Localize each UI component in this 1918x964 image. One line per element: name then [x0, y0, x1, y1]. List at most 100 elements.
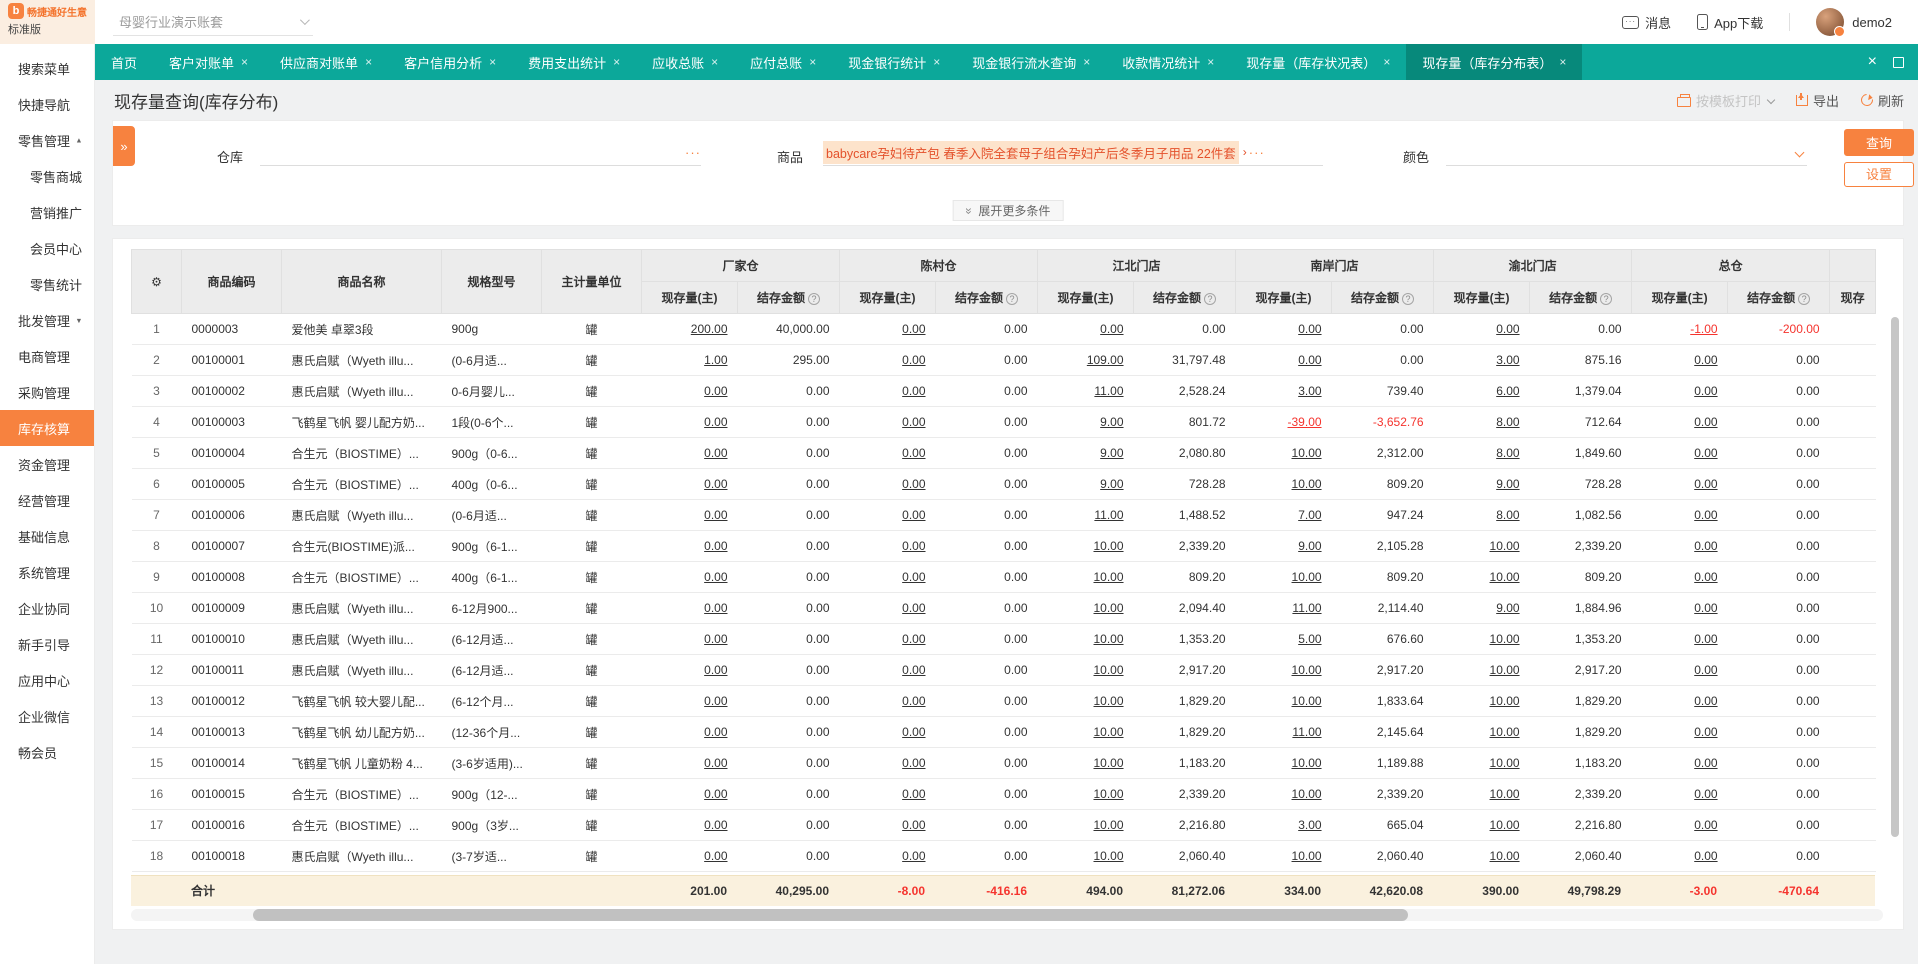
- sidebar-item-11[interactable]: 库存核算: [0, 410, 94, 446]
- qty-link[interactable]: 9.00: [1100, 415, 1124, 429]
- qty-link[interactable]: 0.00: [902, 477, 926, 491]
- qty-link[interactable]: 10.00: [1489, 818, 1520, 832]
- qty-link[interactable]: 10.00: [1291, 756, 1322, 770]
- tab-6[interactable]: 应收总账 ×: [636, 44, 734, 80]
- qty-link[interactable]: 0.00: [1694, 415, 1718, 429]
- qty-link[interactable]: 10.00: [1489, 849, 1520, 863]
- qty-link[interactable]: 10.00: [1489, 632, 1520, 646]
- sidebar-item-15[interactable]: 系统管理: [0, 554, 94, 590]
- tab-close-icon[interactable]: ×: [365, 55, 373, 69]
- qty-link[interactable]: 8.00: [1496, 415, 1520, 429]
- help-circle-icon[interactable]: ?: [1402, 292, 1415, 305]
- qty-link[interactable]: 0.00: [902, 384, 926, 398]
- qty-link[interactable]: 11.00: [1292, 601, 1322, 615]
- qty-link[interactable]: 0.00: [704, 818, 728, 832]
- qty-link[interactable]: 9.00: [1100, 477, 1124, 491]
- qty-link[interactable]: 0.00: [1694, 694, 1718, 708]
- help-circle-icon[interactable]: ?: [1798, 292, 1811, 305]
- sidebar-item-10[interactable]: 采购管理: [0, 374, 94, 410]
- tab-2[interactable]: 客户对账单 ×: [153, 44, 264, 80]
- tab-5[interactable]: 费用支出统计 ×: [512, 44, 636, 80]
- tab-9[interactable]: 现金银行流水查询 ×: [956, 44, 1106, 80]
- tab-3[interactable]: 供应商对账单 ×: [264, 44, 388, 80]
- sidebar-item-9[interactable]: 电商管理: [0, 338, 94, 374]
- qty-link[interactable]: 0.00: [704, 725, 728, 739]
- app-download-button[interactable]: App下载: [1697, 13, 1763, 32]
- qty-link[interactable]: 0.00: [1298, 353, 1322, 367]
- refresh-button[interactable]: 刷新: [1858, 91, 1904, 110]
- qty-link[interactable]: 9.00: [1496, 601, 1520, 615]
- warehouse-input[interactable]: ···: [260, 139, 701, 166]
- horizontal-scrollbar[interactable]: [131, 908, 1883, 921]
- qty-link[interactable]: 0.00: [902, 415, 926, 429]
- sidebar-item-19[interactable]: 企业微信: [0, 698, 94, 734]
- qty-link[interactable]: 0.00: [704, 787, 728, 801]
- qty-link[interactable]: 10.00: [1093, 787, 1124, 801]
- qty-link[interactable]: -1.00: [1690, 322, 1718, 336]
- qty-link[interactable]: 0.00: [1694, 818, 1718, 832]
- more-dots-icon[interactable]: ···: [1248, 144, 1265, 160]
- qty-link[interactable]: 0.00: [704, 415, 728, 429]
- tab-close-icon[interactable]: ×: [1083, 55, 1091, 69]
- qty-link[interactable]: 0.00: [704, 632, 728, 646]
- close-tabs-icon[interactable]: ×: [1867, 53, 1877, 70]
- qty-link[interactable]: 0.00: [1496, 322, 1520, 336]
- qty-link[interactable]: 0.00: [1694, 663, 1718, 677]
- qty-link[interactable]: 0.00: [704, 694, 728, 708]
- qty-link[interactable]: 0.00: [1694, 353, 1718, 367]
- tab-1[interactable]: 首页: [95, 44, 153, 80]
- qty-link[interactable]: 0.00: [704, 384, 728, 398]
- qty-link[interactable]: 0.00: [1694, 446, 1718, 460]
- qty-link[interactable]: 1.00: [704, 353, 728, 367]
- qty-link[interactable]: 5.00: [1298, 632, 1322, 646]
- qty-link[interactable]: 10.00: [1093, 570, 1124, 584]
- tab-close-icon[interactable]: ×: [1559, 55, 1567, 69]
- qty-link[interactable]: 0.00: [704, 446, 728, 460]
- qty-link[interactable]: 0.00: [902, 632, 926, 646]
- tab-close-icon[interactable]: ×: [241, 55, 249, 69]
- qty-link[interactable]: 10.00: [1489, 663, 1520, 677]
- sidebar-item-13[interactable]: 经营管理: [0, 482, 94, 518]
- qty-link[interactable]: -39.00: [1287, 415, 1322, 429]
- qty-link[interactable]: 0.00: [704, 539, 728, 553]
- qty-link[interactable]: 109.00: [1086, 353, 1124, 367]
- qty-link[interactable]: 0.00: [1694, 508, 1718, 522]
- sidebar-item-12[interactable]: 资金管理: [0, 446, 94, 482]
- sidebar-item-6[interactable]: 会员中心: [0, 230, 94, 266]
- tab-close-icon[interactable]: ×: [933, 55, 941, 69]
- qty-link[interactable]: 10.00: [1489, 570, 1520, 584]
- qty-link[interactable]: 11.00: [1094, 508, 1124, 522]
- qty-link[interactable]: 0.00: [1694, 570, 1718, 584]
- qty-link[interactable]: 10.00: [1093, 663, 1124, 677]
- qty-link[interactable]: 0.00: [1694, 632, 1718, 646]
- tab-10[interactable]: 收款情况统计 ×: [1106, 44, 1230, 80]
- qty-link[interactable]: 10.00: [1093, 601, 1124, 615]
- tab-close-icon[interactable]: ×: [1383, 55, 1391, 69]
- qty-link[interactable]: 9.00: [1100, 446, 1124, 460]
- qty-link[interactable]: 0.00: [902, 322, 926, 336]
- qty-link[interactable]: 0.00: [902, 446, 926, 460]
- qty-link[interactable]: 10.00: [1489, 539, 1520, 553]
- tab-7[interactable]: 应付总账 ×: [734, 44, 832, 80]
- sidebar-item-17[interactable]: 新手引导: [0, 626, 94, 662]
- qty-link[interactable]: 9.00: [1496, 477, 1520, 491]
- sidebar-item-2[interactable]: 快捷导航: [0, 86, 94, 122]
- qty-link[interactable]: 10.00: [1093, 818, 1124, 832]
- qty-link[interactable]: 3.00: [1298, 818, 1322, 832]
- sidebar-item-16[interactable]: 企业协同: [0, 590, 94, 626]
- qty-link[interactable]: 0.00: [902, 663, 926, 677]
- qty-link[interactable]: 10.00: [1093, 539, 1124, 553]
- sidebar-item-8[interactable]: 批发管理 ▼: [0, 302, 94, 338]
- qty-link[interactable]: 0.00: [704, 849, 728, 863]
- tab-close-icon[interactable]: ×: [809, 55, 817, 69]
- qty-link[interactable]: 0.00: [1694, 539, 1718, 553]
- qty-link[interactable]: 0.00: [902, 818, 926, 832]
- sidebar-item-4[interactable]: 零售商城: [0, 158, 94, 194]
- qty-link[interactable]: 11.00: [1292, 725, 1322, 739]
- sidebar-item-14[interactable]: 基础信息: [0, 518, 94, 554]
- qty-link[interactable]: 0.00: [704, 477, 728, 491]
- qty-link[interactable]: 10.00: [1291, 446, 1322, 460]
- tab-close-icon[interactable]: ×: [489, 55, 497, 69]
- messages-button[interactable]: ··· 消息: [1622, 13, 1671, 32]
- help-circle-icon[interactable]: ?: [1600, 292, 1613, 305]
